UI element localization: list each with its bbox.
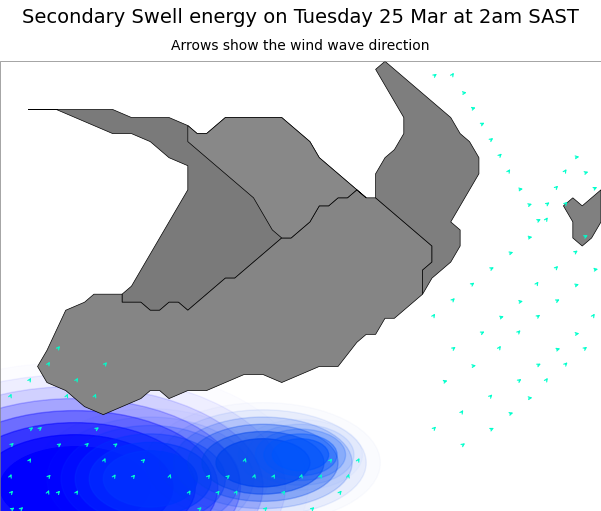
Ellipse shape [89,443,212,511]
Ellipse shape [272,439,329,471]
Ellipse shape [0,411,218,511]
Ellipse shape [103,451,197,507]
Ellipse shape [47,417,254,511]
Ellipse shape [188,424,338,501]
Text: Arrows show the wind wave direction: Arrows show the wind wave direction [171,39,430,53]
Ellipse shape [0,447,150,511]
Text: Secondary Swell energy on Tuesday 25 Mar at 2am SAST: Secondary Swell energy on Tuesday 25 Mar… [22,8,579,27]
Polygon shape [37,190,432,414]
Ellipse shape [216,439,310,487]
Ellipse shape [75,434,225,511]
Ellipse shape [264,434,337,476]
Ellipse shape [202,431,324,494]
Polygon shape [28,109,357,310]
Polygon shape [376,61,479,294]
Ellipse shape [0,386,263,511]
Ellipse shape [255,429,346,480]
Ellipse shape [247,424,354,485]
Polygon shape [188,118,366,238]
Polygon shape [564,190,601,246]
Ellipse shape [0,435,173,511]
Ellipse shape [61,426,239,511]
Ellipse shape [0,423,195,511]
Ellipse shape [174,417,352,508]
Ellipse shape [0,375,285,511]
Ellipse shape [160,410,366,511]
Ellipse shape [0,399,240,511]
